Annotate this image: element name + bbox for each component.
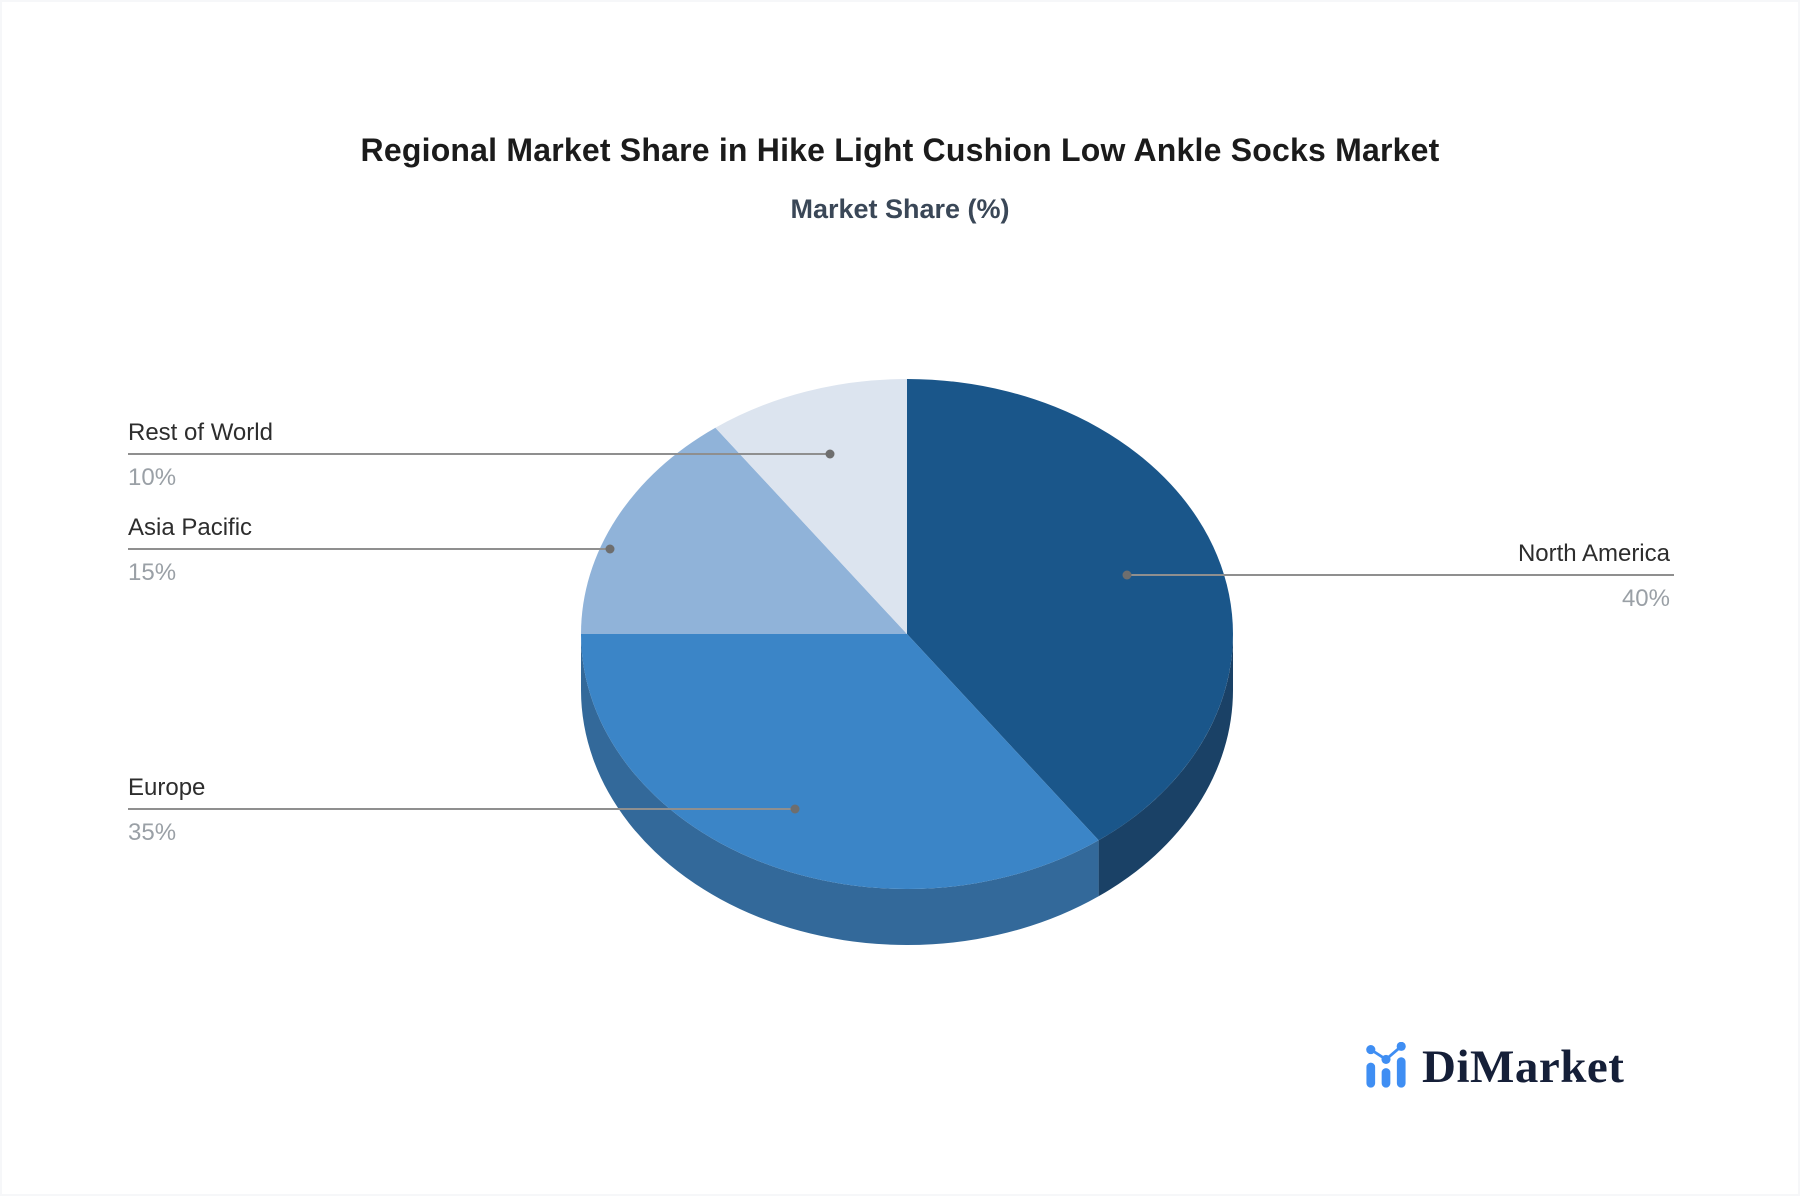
- dimarket-logo: DiMarket: [1364, 1042, 1624, 1092]
- slice-value: 35%: [128, 819, 177, 846]
- leader-dot-europe: [790, 804, 800, 814]
- slice-value: 15%: [128, 559, 177, 586]
- chart-title: Regional Market Share in Hike Light Cush…: [360, 132, 1440, 168]
- leader-dot-north-america: [1122, 570, 1132, 580]
- leader-dot-asia-pacific: [605, 544, 615, 554]
- slice-value: 10%: [128, 464, 177, 491]
- slice-value: 40%: [1621, 585, 1670, 612]
- chart-subtitle: Market Share (%): [790, 194, 1010, 224]
- pie-slice-europe[interactable]: [581, 634, 1099, 889]
- slice-label: Asia Pacific: [128, 514, 253, 542]
- pie-slice-rest-of-world[interactable]: [715, 379, 907, 634]
- pie-slice-asia-pacific[interactable]: [581, 427, 907, 634]
- slice-label: North America: [1517, 540, 1670, 568]
- slice-label: Europe: [128, 774, 206, 802]
- logo-text: DiMarket: [1422, 1040, 1625, 1093]
- leader-dot-rest-of-world: [825, 449, 835, 459]
- pie-slice-side-north-america: [1098, 634, 1233, 897]
- pie-slice-north-america[interactable]: [907, 379, 1233, 841]
- bar-line-chart-icon: [1366, 1042, 1406, 1088]
- slice-label: Rest of World: [128, 419, 273, 447]
- pie-slice-side-europe: [581, 634, 1099, 945]
